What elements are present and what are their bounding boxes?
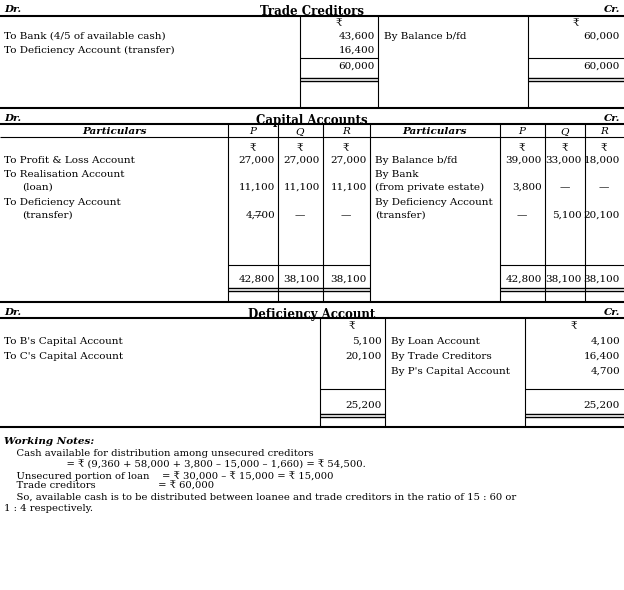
Text: ₹: ₹ [601,144,607,153]
Text: 4,700: 4,700 [590,367,620,376]
Text: Unsecured portion of loan    = ₹ 30,000 – ₹ 15,000 = ₹ 15,000: Unsecured portion of loan = ₹ 30,000 – ₹… [4,471,333,481]
Text: 33,000: 33,000 [545,156,582,165]
Text: 16,400: 16,400 [583,352,620,361]
Text: 1 : 4 respectively.: 1 : 4 respectively. [4,504,93,513]
Text: ₹: ₹ [296,144,303,153]
Text: 42,800: 42,800 [505,275,542,284]
Text: ₹: ₹ [519,144,525,153]
Text: 39,000: 39,000 [505,156,542,165]
Text: —: — [560,183,570,192]
Text: ₹: ₹ [573,19,579,28]
Text: Trade Creditors: Trade Creditors [260,5,364,18]
Text: (from private estate): (from private estate) [375,183,484,192]
Text: Cr.: Cr. [603,308,620,317]
Text: 4,100: 4,100 [590,337,620,346]
Text: —: — [253,211,263,220]
Text: 11,100: 11,100 [331,183,367,192]
Text: 20,100: 20,100 [346,352,382,361]
Text: —: — [341,211,351,220]
Text: Dr.: Dr. [4,5,21,14]
Text: 38,100: 38,100 [331,275,367,284]
Text: R: R [342,127,350,136]
Text: Cash available for distribution among unsecured creditors: Cash available for distribution among un… [4,449,314,458]
Text: By Bank: By Bank [375,170,419,179]
Text: 20,100: 20,100 [583,211,620,220]
Text: 60,000: 60,000 [339,62,375,71]
Text: Deficiency Account: Deficiency Account [248,308,376,321]
Text: ₹: ₹ [250,144,256,153]
Text: 11,100: 11,100 [284,183,320,192]
Text: 38,100: 38,100 [545,275,582,284]
Text: ₹: ₹ [571,322,577,331]
Text: By Trade Creditors: By Trade Creditors [391,352,492,361]
Text: 60,000: 60,000 [583,62,620,71]
Text: Dr.: Dr. [4,308,21,317]
Text: 25,200: 25,200 [583,401,620,410]
Text: 4,700: 4,700 [245,211,275,220]
Text: —: — [599,183,609,192]
Text: (transfer): (transfer) [375,211,426,220]
Text: ₹: ₹ [343,144,349,153]
Text: To Profit & Loss Account: To Profit & Loss Account [4,156,135,165]
Text: To Bank (4/5 of available cash): To Bank (4/5 of available cash) [4,32,165,41]
Text: To Realisation Account: To Realisation Account [4,170,125,179]
Text: By P's Capital Account: By P's Capital Account [391,367,510,376]
Text: 27,000: 27,000 [284,156,320,165]
Text: 42,800: 42,800 [238,275,275,284]
Text: 43,600: 43,600 [339,32,375,41]
Text: —: — [517,211,527,220]
Text: To Deficiency Account: To Deficiency Account [4,198,121,207]
Text: So, available cash is to be distributed between loanee and trade creditors in th: So, available cash is to be distributed … [4,493,516,502]
Text: To Deficiency Account (transfer): To Deficiency Account (transfer) [4,46,175,55]
Text: (loan): (loan) [22,183,53,192]
Text: Trade creditors                    = ₹ 60,000: Trade creditors = ₹ 60,000 [4,482,214,491]
Text: 5,100: 5,100 [552,211,582,220]
Text: Cr.: Cr. [603,5,620,14]
Text: Cr.: Cr. [603,114,620,123]
Text: Particulars: Particulars [402,127,467,136]
Text: By Balance b/fd: By Balance b/fd [375,156,457,165]
Text: P: P [250,127,256,136]
Text: Capital Accounts: Capital Accounts [256,114,368,127]
Text: 27,000: 27,000 [331,156,367,165]
Text: ₹: ₹ [562,144,568,153]
Text: Q: Q [561,127,569,136]
Text: 16,400: 16,400 [339,46,375,55]
Text: 27,000: 27,000 [238,156,275,165]
Text: (transfer): (transfer) [22,211,72,220]
Text: ₹: ₹ [349,322,355,331]
Text: By Deficiency Account: By Deficiency Account [375,198,493,207]
Text: By Loan Account: By Loan Account [391,337,480,346]
Text: 18,000: 18,000 [583,156,620,165]
Text: 25,200: 25,200 [346,401,382,410]
Text: By Balance b/fd: By Balance b/fd [384,32,467,41]
Text: R: R [600,127,608,136]
Text: = ₹ (9,360 + 58,000 + 3,800 – 15,000 – 1,660) = ₹ 54,500.: = ₹ (9,360 + 58,000 + 3,800 – 15,000 – 1… [4,460,366,469]
Text: —: — [295,211,305,220]
Text: Working Notes:: Working Notes: [4,437,94,446]
Text: To C's Capital Account: To C's Capital Account [4,352,123,361]
Text: 38,100: 38,100 [284,275,320,284]
Text: 5,100: 5,100 [353,337,382,346]
Text: Particulars: Particulars [82,127,146,136]
Text: 3,800: 3,800 [512,183,542,192]
Text: Q: Q [296,127,305,136]
Text: 60,000: 60,000 [583,32,620,41]
Text: Dr.: Dr. [4,114,21,123]
Text: P: P [519,127,525,136]
Text: To B's Capital Account: To B's Capital Account [4,337,123,346]
Text: ₹: ₹ [336,19,343,28]
Text: 38,100: 38,100 [583,275,620,284]
Text: 11,100: 11,100 [238,183,275,192]
